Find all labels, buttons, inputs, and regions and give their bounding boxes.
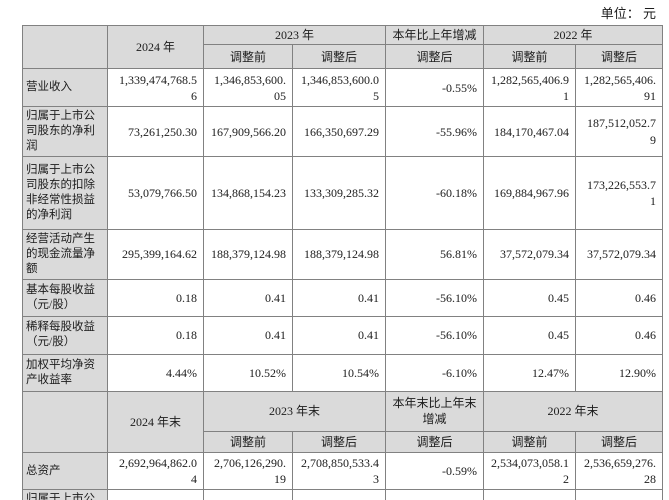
cell-2023-after: 2,708,850,533.43	[291, 451, 387, 491]
cell-2024: 295,399,164.62	[107, 229, 204, 280]
cell-2023-after: 166,350,697.29	[291, 106, 387, 157]
annual-header-year-row: 2024 年 2023 年 本年比上年增减 2022 年	[22, 24, 664, 70]
row-label: 总资产	[22, 451, 108, 491]
financial-summary-table: 2024 年 2023 年 本年比上年增减 2022 年 调整前 调整后 调整后…	[22, 24, 664, 500]
cell-change: 56.81%	[385, 229, 485, 280]
yearend-2022-adjust-before: 调整前	[483, 430, 577, 453]
cell-2022-before: 0.45	[483, 278, 577, 317]
yearend-2022-adjust-after: 调整后	[575, 430, 664, 453]
row-label: 营业收入	[22, 68, 108, 108]
row-label: 归属于上市公司股东的净利润	[22, 106, 108, 157]
cell-2023-before: 1,346,853,600.05	[203, 68, 293, 108]
annual-header-2024: 2024 年	[107, 24, 204, 70]
cell-2023-before: 188,379,124.98	[203, 229, 293, 280]
cell-change: -0.59%	[385, 451, 485, 491]
cell-2022-before: 12.47%	[483, 353, 577, 392]
cell-2022-before: 1,542,933,363.41	[483, 489, 577, 500]
cell-change: -55.96%	[385, 106, 485, 157]
row-label: 加权平均净资产收益率	[22, 353, 108, 392]
cell-2024: 1,339,474,768.56	[107, 68, 204, 108]
cell-2022-after: 2,536,659,276.28	[575, 451, 664, 491]
row-basic-eps: 基本每股收益（元/股） 0.18 0.41 0.41 -56.10% 0.45 …	[22, 278, 664, 317]
cell-2023-before: 0.41	[203, 278, 293, 317]
row-total-assets: 总资产 2,692,964,862.04 2,706,126,290.19 2,…	[22, 451, 664, 491]
cell-2023-before: 2,706,126,290.19	[203, 451, 293, 491]
row-operating-cash-flow: 经营活动产生的现金流量净额 295,399,164.62 188,379,124…	[22, 229, 664, 280]
cell-2022-before: 1,282,565,406.91	[483, 68, 577, 108]
cell-2023-after: 133,309,285.32	[291, 156, 387, 230]
cell-2023-before: 0.41	[203, 315, 293, 355]
annual-header-2022: 2022 年	[483, 24, 664, 46]
cell-2022-before: 169,884,967.96	[483, 156, 577, 230]
yearend-header-change: 本年末比上年末增减	[385, 390, 485, 432]
cell-2023-before: 10.52%	[203, 353, 293, 392]
cell-2024: 53,079,766.50	[107, 156, 204, 230]
row-net-profit-excl-nonrecurring: 归属于上市公司股东的扣除非经常性损益的净利润 53,079,766.50 134…	[22, 156, 664, 230]
cell-2024: 2,692,964,862.04	[107, 451, 204, 491]
annual-2022-adjust-after: 调整后	[575, 44, 664, 70]
cell-2023-before: 134,868,154.23	[203, 156, 293, 230]
cell-2022-after: 1,282,565,406.91	[575, 68, 664, 108]
cell-change: -56.10%	[385, 315, 485, 355]
cell-2024: 73,261,250.30	[107, 106, 204, 157]
cell-2022-after: 0.46	[575, 315, 664, 355]
annual-header-corner-cell	[22, 24, 108, 70]
cell-change: -0.55%	[385, 68, 485, 108]
row-diluted-eps: 稀释每股收益（元/股） 0.18 0.41 0.41 -56.10% 0.45 …	[22, 315, 664, 355]
cell-change: -56.10%	[385, 278, 485, 317]
cell-2022-after: 0.46	[575, 278, 664, 317]
cell-2024: 1,671,463,134.50	[107, 489, 204, 500]
cell-2022-after: 1,521,647,628.16	[575, 489, 664, 500]
row-label: 基本每股收益（元/股）	[22, 278, 108, 317]
row-operating-revenue: 营业收入 1,339,474,768.56 1,346,853,600.05 1…	[22, 68, 664, 108]
yearend-header-2022: 2022 年末	[483, 390, 664, 432]
yearend-2023-adjust-after: 调整后	[291, 430, 387, 453]
cell-2023-after: 188,379,124.98	[291, 229, 387, 280]
annual-2023-adjust-after: 调整后	[291, 44, 387, 70]
unit-label: 单位： 元	[600, 6, 656, 21]
cell-2022-before: 184,170,467.04	[483, 106, 577, 157]
cell-2022-after: 173,226,553.71	[575, 156, 664, 230]
row-label: 稀释每股收益（元/股）	[22, 315, 108, 355]
yearend-header-2023: 2023 年末	[202, 390, 387, 432]
cell-2023-after: 1,647,189,608.76	[291, 489, 387, 500]
cell-2023-after: 10.54%	[291, 353, 387, 392]
annual-header-2023: 2023 年	[202, 24, 387, 46]
cell-2023-after: 0.41	[291, 315, 387, 355]
cell-2022-before: 37,572,079.34	[483, 229, 577, 280]
yearend-2023-adjust-before: 调整前	[203, 430, 293, 453]
yearend-header-2024: 2024 年末	[107, 390, 204, 453]
cell-2023-before: 1,670,034,212.92	[203, 489, 293, 500]
annual-header-change: 本年比上年增减	[385, 24, 485, 46]
cell-change: -6.10%	[385, 353, 485, 392]
annual-2023-adjust-before: 调整前	[203, 44, 293, 70]
row-net-assets: 归属于上市公司股东的净资产 1,671,463,134.50 1,670,034…	[22, 489, 664, 500]
row-label: 归属于上市公司股东的扣除非经常性损益的净利润	[22, 156, 108, 230]
annual-2022-adjust-before: 调整前	[483, 44, 577, 70]
cell-2023-after: 0.41	[291, 278, 387, 317]
cell-2022-after: 37,572,079.34	[575, 229, 664, 280]
annual-header-adjust-row: 调整前 调整后 调整后 调整前 调整后	[23, 44, 664, 70]
cell-change: -60.18%	[385, 156, 485, 230]
cell-2022-after: 12.90%	[575, 353, 664, 392]
cell-2022-before: 0.45	[483, 315, 577, 355]
cell-2024: 0.18	[107, 278, 204, 317]
yearend-header-corner-cell	[22, 390, 108, 453]
yearend-change-adjust-after: 调整后	[385, 430, 485, 453]
cell-2023-before: 167,909,566.20	[203, 106, 293, 157]
row-label: 经营活动产生的现金流量净额	[22, 229, 108, 280]
cell-2022-before: 2,534,073,058.12	[483, 451, 577, 491]
cell-2023-after: 1,346,853,600.05	[291, 68, 387, 108]
cell-2024: 0.18	[107, 315, 204, 355]
row-net-profit: 归属于上市公司股东的净利润 73,261,250.30 167,909,566.…	[22, 106, 664, 157]
row-label: 归属于上市公司股东的净资产	[22, 489, 108, 500]
cell-change: 1.47%	[385, 489, 485, 500]
annual-change-adjust-after: 调整后	[385, 44, 485, 70]
yearend-header-year-row: 2024 年末 2023 年末 本年末比上年末增减 2022 年末	[22, 390, 664, 453]
cell-2024: 4.44%	[107, 353, 204, 392]
row-weighted-avg-roe: 加权平均净资产收益率 4.44% 10.52% 10.54% -6.10% 12…	[22, 353, 664, 392]
cell-2022-after: 187,512,052.79	[575, 106, 664, 157]
